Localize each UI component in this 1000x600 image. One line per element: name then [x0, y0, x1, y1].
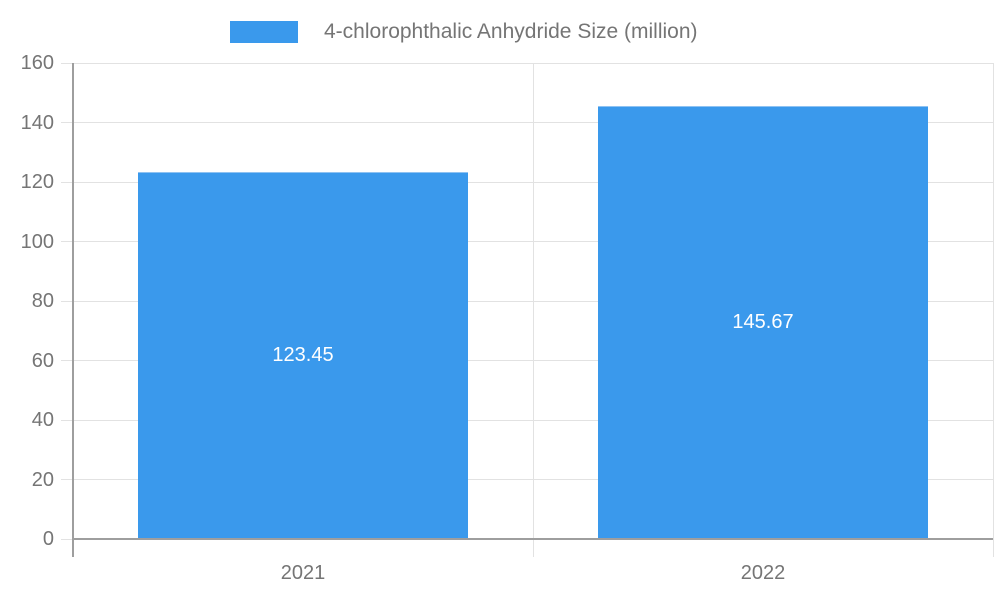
y-axis-tick-label: 120 [20, 171, 54, 193]
y-axis-line [71, 63, 74, 557]
bar[interactable] [598, 105, 928, 539]
y-gridline [61, 419, 993, 421]
y-axis-tick-label: 100 [20, 230, 54, 253]
x-axis-category-label: 2021 [280, 562, 326, 584]
y-axis-tick-label: 160 [20, 52, 54, 74]
y-axis-tick-label: 40 [31, 409, 54, 431]
x-axis-category-label: 2022 [740, 562, 786, 584]
bar[interactable] [138, 171, 468, 539]
y-axis-tick-label: 0 [42, 528, 54, 550]
x-band-gridline [532, 63, 534, 557]
y-gridline [61, 62, 993, 64]
legend-swatch [230, 21, 298, 43]
y-gridline [61, 360, 993, 361]
legend[interactable]: 4-chlorophthalic Anhydride Size (million… [230, 21, 698, 43]
legend-label: 4-chlorophthalic Anhydride Size (million… [324, 20, 698, 43]
y-gridline [61, 241, 993, 242]
bar-value-label: 123.45 [272, 344, 334, 367]
y-axis-tick-label: 80 [31, 290, 54, 312]
y-gridline [61, 181, 993, 183]
x-band-gridline [992, 63, 994, 557]
x-axis-line [71, 538, 993, 540]
bar-value-label: 145.67 [732, 311, 794, 334]
y-axis-tick-label: 60 [31, 349, 54, 372]
y-gridline [61, 122, 993, 123]
y-gridline [61, 300, 993, 302]
y-gridline [61, 479, 993, 480]
y-axis-tick-label: 20 [31, 468, 54, 491]
y-axis-tick-label: 140 [20, 111, 54, 134]
